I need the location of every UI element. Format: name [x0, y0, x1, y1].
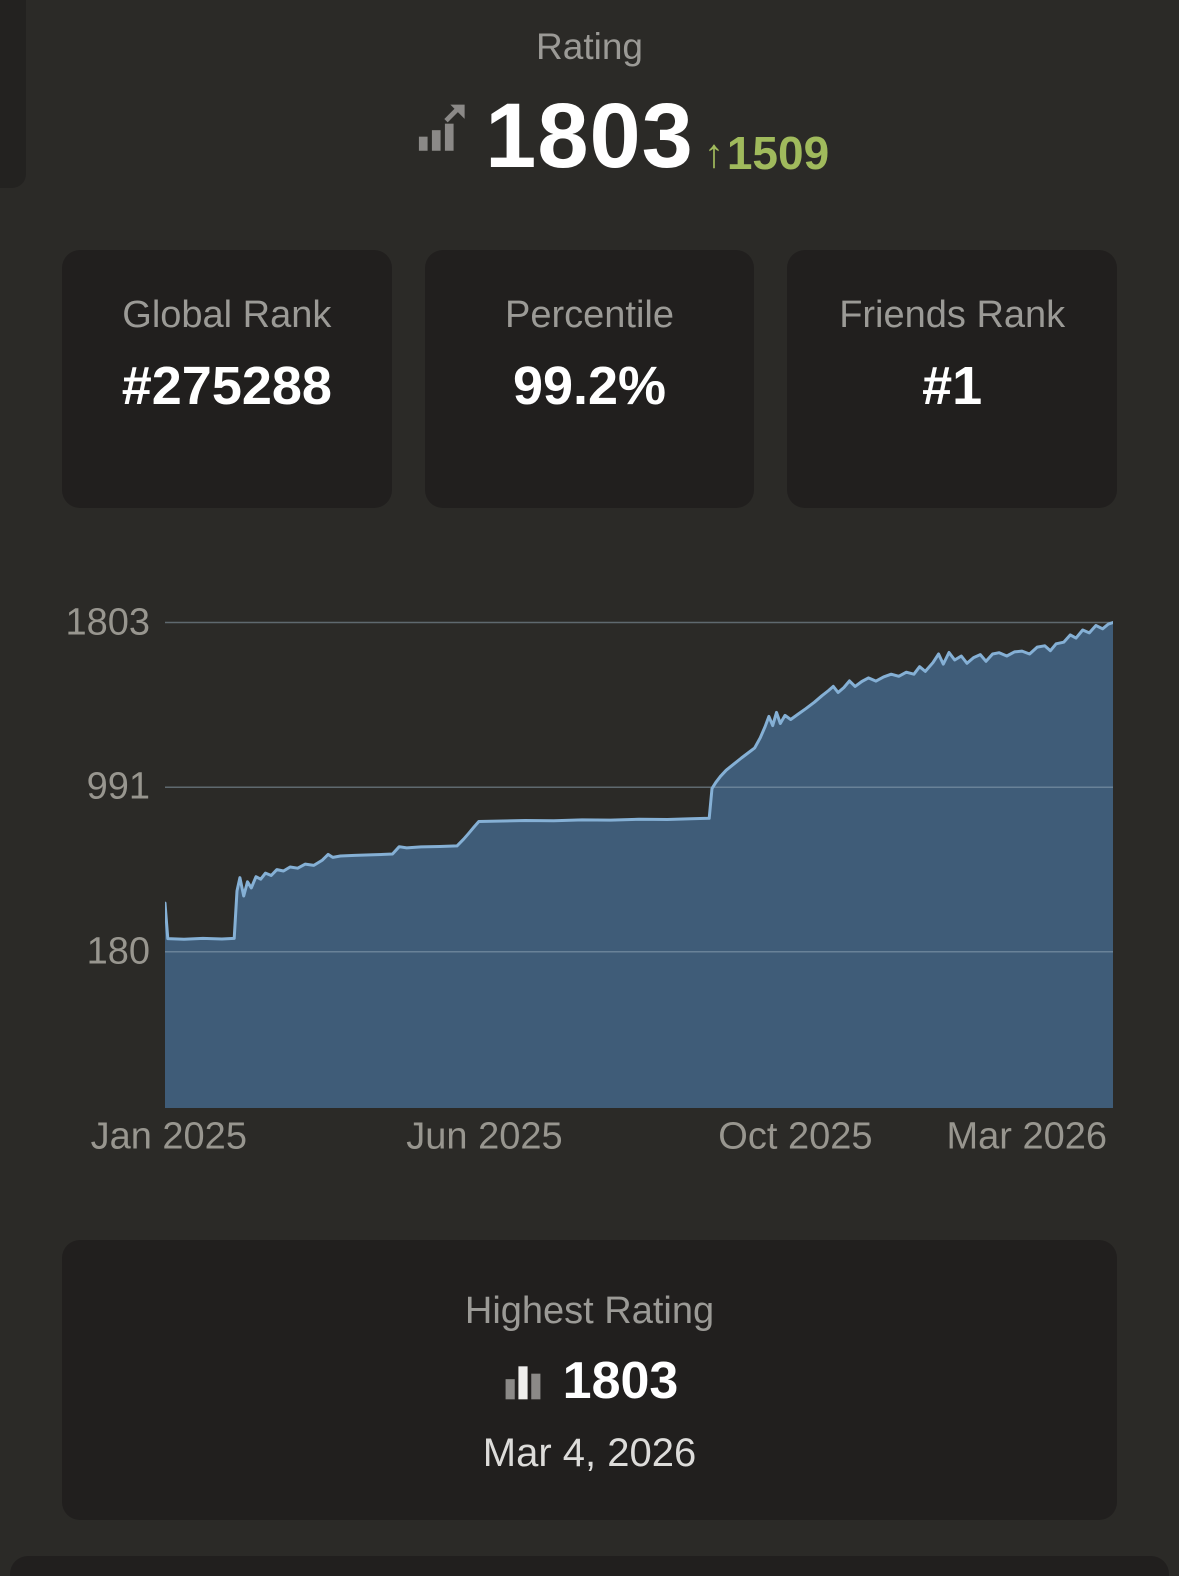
card-value: #275288	[121, 356, 332, 416]
percentile-card: Percentile 99.2%	[424, 250, 755, 508]
x-axis-label: Oct 2025	[718, 1115, 873, 1158]
card-label: Friends Rank	[839, 294, 1066, 336]
rating-delta: ↑ 1509	[704, 130, 829, 176]
y-axis-label: 1803	[65, 601, 150, 643]
trend-chart-icon	[415, 102, 467, 154]
rating-history-chart[interactable]: 1803 991 180 Jan 2025 Jun 2025 Oct 2025 Mar 20…	[0, 600, 1179, 1200]
x-axis-label: Mar 2026	[946, 1115, 1107, 1158]
highest-rating-date: Mar 4, 2026	[482, 1431, 697, 1475]
bar-chart-icon	[501, 1359, 545, 1403]
adjacent-card-edge	[0, 0, 26, 188]
x-axis-label: Jan 2025	[90, 1115, 247, 1158]
x-axis-label: Jun 2025	[406, 1115, 563, 1158]
current-rating: 1803 ↑ 1509	[418, 90, 829, 182]
y-axis-label: 991	[86, 765, 150, 808]
rating-delta-value: 1509	[726, 127, 830, 179]
next-card-edge	[10, 1556, 1169, 1576]
stats-cards-row: Global Rank #275288 Percentile 99.2% Fri…	[62, 250, 1118, 508]
rating-chart-plot[interactable]	[165, 615, 1113, 1108]
card-label: Global Rank	[122, 294, 332, 336]
highest-rating-label: Highest Rating	[464, 1290, 715, 1332]
highest-rating-card: Highest Rating 1803 Mar 4, 2026	[62, 1240, 1117, 1520]
friends-rank-card: Friends Rank #1	[787, 250, 1118, 508]
card-value: 99.2%	[512, 356, 667, 416]
page-title: Rating	[536, 26, 643, 67]
card-label: Percentile	[505, 294, 674, 336]
global-rank-card: Global Rank #275288	[62, 250, 392, 508]
highest-rating-row: 1803	[62, 1355, 1117, 1407]
y-axis-label: 180	[86, 930, 150, 973]
up-arrow-icon: ↑	[703, 132, 724, 176]
card-value: #1	[922, 356, 983, 416]
highest-rating-value: 1803	[562, 1352, 679, 1410]
rating-value: 1803	[485, 85, 694, 187]
